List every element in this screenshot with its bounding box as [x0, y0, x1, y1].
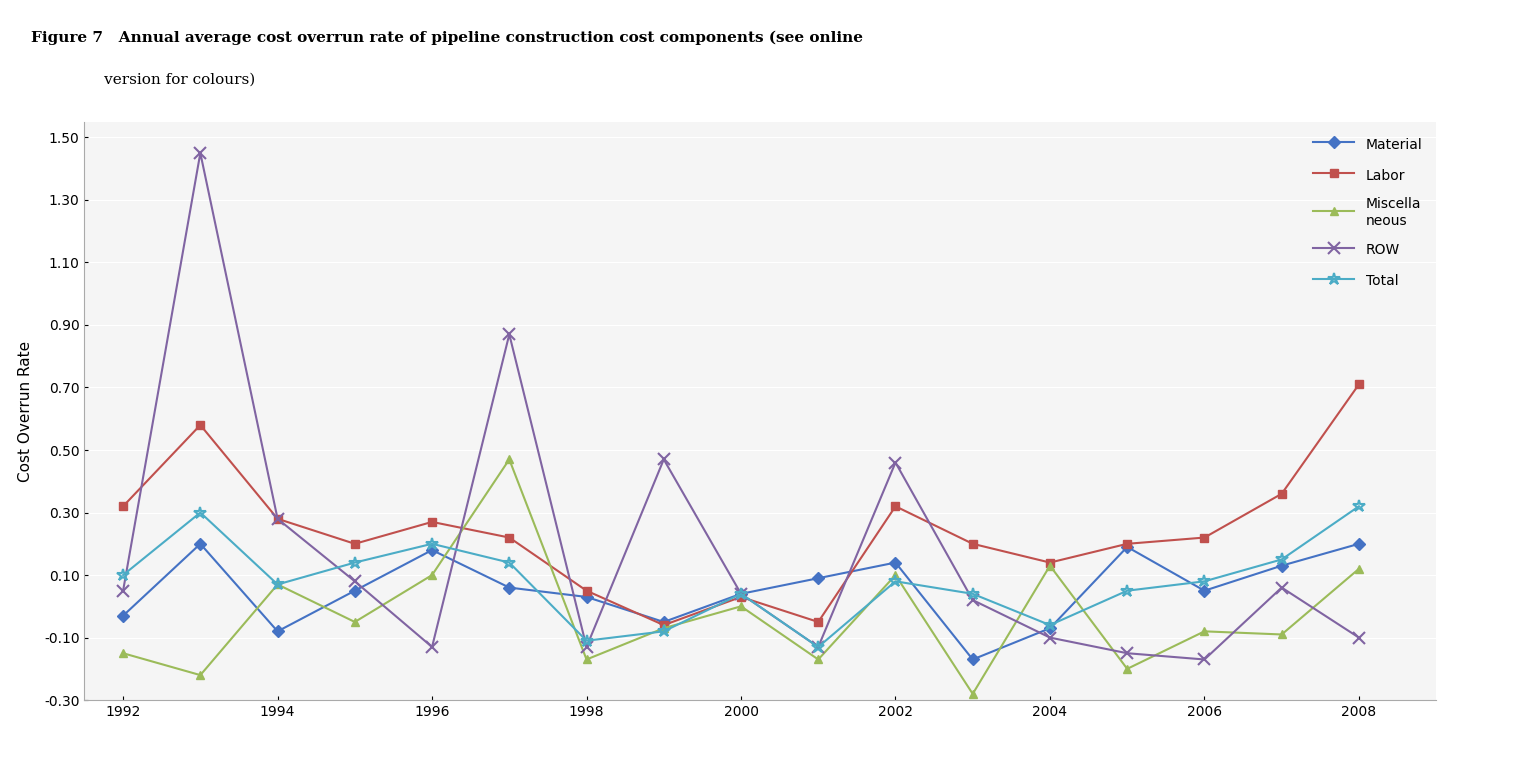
- Text: Figure 7   Annual average cost overrun rate of pipeline construction cost compon: Figure 7 Annual average cost overrun rat…: [31, 30, 863, 45]
- Labor: [1118, 540, 1137, 549]
- Y-axis label: Cost Overrun Rate: Cost Overrun Rate: [18, 340, 32, 482]
- Miscella
neous: [654, 624, 673, 633]
- Material: [731, 589, 750, 598]
- Total: [1041, 620, 1060, 629]
- Miscella
neous: [1350, 564, 1369, 573]
- Miscella
neous: [1041, 561, 1060, 570]
- ROW: [1118, 648, 1137, 658]
- Miscella
neous: [114, 648, 132, 658]
- Labor: [809, 617, 828, 626]
- Total: [114, 571, 132, 580]
- Labor: [654, 620, 673, 629]
- ROW: [422, 642, 441, 651]
- Line: Total: Total: [117, 500, 1366, 653]
- ROW: [731, 589, 750, 598]
- Material: [422, 546, 441, 555]
- Labor: [346, 540, 364, 549]
- Material: [501, 583, 519, 592]
- Total: [1118, 586, 1137, 595]
- Miscella
neous: [1118, 664, 1137, 673]
- Total: [731, 589, 750, 598]
- Miscella
neous: [809, 655, 828, 664]
- Total: [654, 627, 673, 636]
- Miscella
neous: [963, 689, 982, 699]
- Total: [190, 508, 209, 517]
- Material: [963, 655, 982, 664]
- Total: [501, 558, 519, 567]
- ROW: [809, 642, 828, 651]
- ROW: [963, 596, 982, 605]
- Labor: [114, 501, 132, 511]
- Total: [1195, 577, 1213, 586]
- Labor: [190, 420, 209, 429]
- Material: [1272, 561, 1290, 570]
- Legend: Material, Labor, Miscella
neous, ROW, Total: Material, Labor, Miscella neous, ROW, To…: [1306, 129, 1428, 296]
- Total: [346, 558, 364, 567]
- Labor: [886, 501, 905, 511]
- Material: [886, 558, 905, 567]
- Material: [346, 586, 364, 595]
- ROW: [886, 458, 905, 467]
- Miscella
neous: [1272, 630, 1290, 639]
- Miscella
neous: [886, 571, 905, 580]
- Labor: [578, 586, 596, 595]
- ROW: [114, 586, 132, 595]
- Labor: [1195, 533, 1213, 542]
- Material: [654, 617, 673, 626]
- Miscella
neous: [269, 580, 287, 589]
- Material: [269, 627, 287, 636]
- Labor: [1272, 489, 1290, 498]
- Total: [1272, 555, 1290, 564]
- ROW: [269, 514, 287, 524]
- Material: [190, 540, 209, 549]
- ROW: [654, 455, 673, 464]
- ROW: [1195, 655, 1213, 664]
- ROW: [1041, 633, 1060, 642]
- Total: [963, 589, 982, 598]
- ROW: [190, 148, 209, 158]
- Miscella
neous: [346, 617, 364, 626]
- ROW: [578, 642, 596, 651]
- Labor: [269, 514, 287, 524]
- Total: [809, 642, 828, 651]
- ROW: [346, 577, 364, 586]
- Material: [578, 592, 596, 601]
- Material: [1195, 586, 1213, 595]
- Miscella
neous: [1195, 627, 1213, 636]
- Material: [1041, 624, 1060, 633]
- Material: [114, 611, 132, 620]
- Miscella
neous: [501, 455, 519, 464]
- ROW: [501, 330, 519, 339]
- Total: [886, 577, 905, 586]
- Line: ROW: ROW: [118, 148, 1364, 665]
- Labor: [501, 533, 519, 542]
- Text: version for colours): version for colours): [31, 72, 255, 86]
- Miscella
neous: [731, 602, 750, 611]
- Miscella
neous: [422, 571, 441, 580]
- Material: [1350, 540, 1369, 549]
- Material: [809, 574, 828, 583]
- Total: [269, 580, 287, 589]
- Labor: [731, 592, 750, 601]
- Material: [1118, 543, 1137, 552]
- Total: [422, 540, 441, 549]
- Line: Material: Material: [118, 540, 1362, 664]
- Labor: [1041, 558, 1060, 567]
- Labor: [963, 540, 982, 549]
- Labor: [422, 517, 441, 527]
- ROW: [1272, 583, 1290, 592]
- Total: [1350, 501, 1369, 511]
- Miscella
neous: [578, 655, 596, 664]
- Line: Labor: Labor: [118, 380, 1362, 629]
- Total: [578, 636, 596, 645]
- Miscella
neous: [190, 670, 209, 680]
- ROW: [1350, 633, 1369, 642]
- Labor: [1350, 380, 1369, 389]
- Line: Miscella
neous: Miscella neous: [118, 455, 1362, 698]
